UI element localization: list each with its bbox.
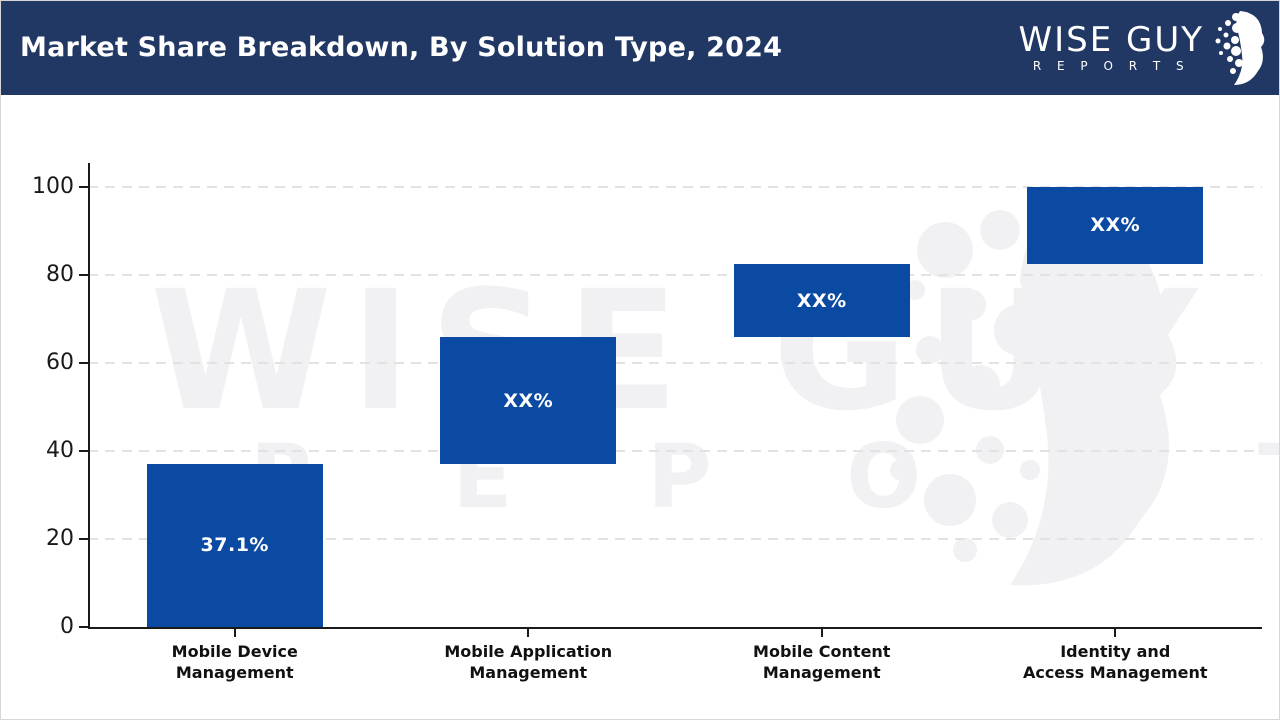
- x-axis-category-line: Identity and: [1060, 642, 1171, 661]
- x-axis-tick-mark: [233, 629, 236, 637]
- y-axis-tick-mark: [79, 274, 88, 276]
- page-title: Market Share Breakdown, By Solution Type…: [20, 32, 783, 63]
- x-axis-category-line: Access Management: [1022, 663, 1208, 682]
- bar-value-label: XX%: [503, 389, 554, 412]
- x-axis-category-line: Management: [762, 663, 881, 682]
- x-axis-category-label: Mobile Content Management: [672, 641, 972, 683]
- wiseguy-logo-subtitle: R E P O R T S: [1032, 59, 1190, 73]
- gridline-y-80: [88, 274, 1262, 276]
- bar-1: 37.1%: [146, 463, 323, 627]
- wiseguy-logo-face-icon: [1215, 11, 1265, 85]
- x-axis-tick-mark: [527, 629, 530, 637]
- wiseguy-logo-name: WISE GUY: [1018, 20, 1204, 60]
- y-axis-tick-mark: [79, 538, 88, 540]
- y-axis-tick-label: 40: [46, 438, 74, 463]
- x-axis-tick-mark: [820, 629, 823, 637]
- x-axis-category-line: Management: [469, 663, 588, 682]
- bar-value-label: 37.1%: [200, 534, 269, 557]
- y-axis-tick-mark: [79, 186, 88, 188]
- x-axis-tick-mark: [1114, 629, 1117, 637]
- wiseguy-logo: WISE GUY R E P O R T S: [1018, 8, 1268, 88]
- x-axis-category-line: Mobile Content: [753, 642, 891, 661]
- bar-4: XX%: [1027, 187, 1204, 264]
- gridline-y-40: [88, 450, 1262, 452]
- x-axis-category-label: Mobile Device Management: [85, 641, 385, 683]
- x-axis-category-label: Identity and Access Management: [965, 641, 1265, 683]
- x-axis-category-label: Mobile Application Management: [378, 641, 678, 683]
- bar-2: XX%: [440, 337, 617, 464]
- y-axis-tick-mark: [79, 626, 88, 628]
- y-axis-tick-label: 60: [46, 350, 74, 375]
- header-bar: Market Share Breakdown, By Solution Type…: [0, 0, 1280, 95]
- gridline-y-100: [88, 186, 1262, 188]
- bar-chart: 0 20 40 60 80 100 37.1% Mobile Device Management…: [0, 95, 1280, 720]
- x-axis-line: [88, 627, 1262, 629]
- y-axis-tick-mark: [79, 450, 88, 452]
- x-axis-category-line: Mobile Application: [444, 642, 613, 661]
- y-axis-tick-label: 0: [60, 614, 74, 639]
- y-axis-tick-label: 80: [46, 262, 74, 287]
- y-axis-tick-mark: [79, 362, 88, 364]
- bar-value-label: XX%: [796, 289, 847, 312]
- x-axis-category-line: Management: [175, 663, 294, 682]
- gridline-y-60: [88, 362, 1262, 364]
- y-axis-line: [88, 163, 90, 629]
- gridline-y-20: [88, 538, 1262, 540]
- wiseguy-logo-text: WISE GUY R E P O R T S: [1018, 22, 1204, 74]
- y-axis-tick-label: 100: [32, 174, 74, 199]
- y-axis-tick-label: 20: [46, 526, 74, 551]
- x-axis-category-line: Mobile Device: [171, 642, 298, 661]
- bar-3: XX%: [733, 263, 910, 338]
- bar-value-label: XX%: [1090, 214, 1141, 237]
